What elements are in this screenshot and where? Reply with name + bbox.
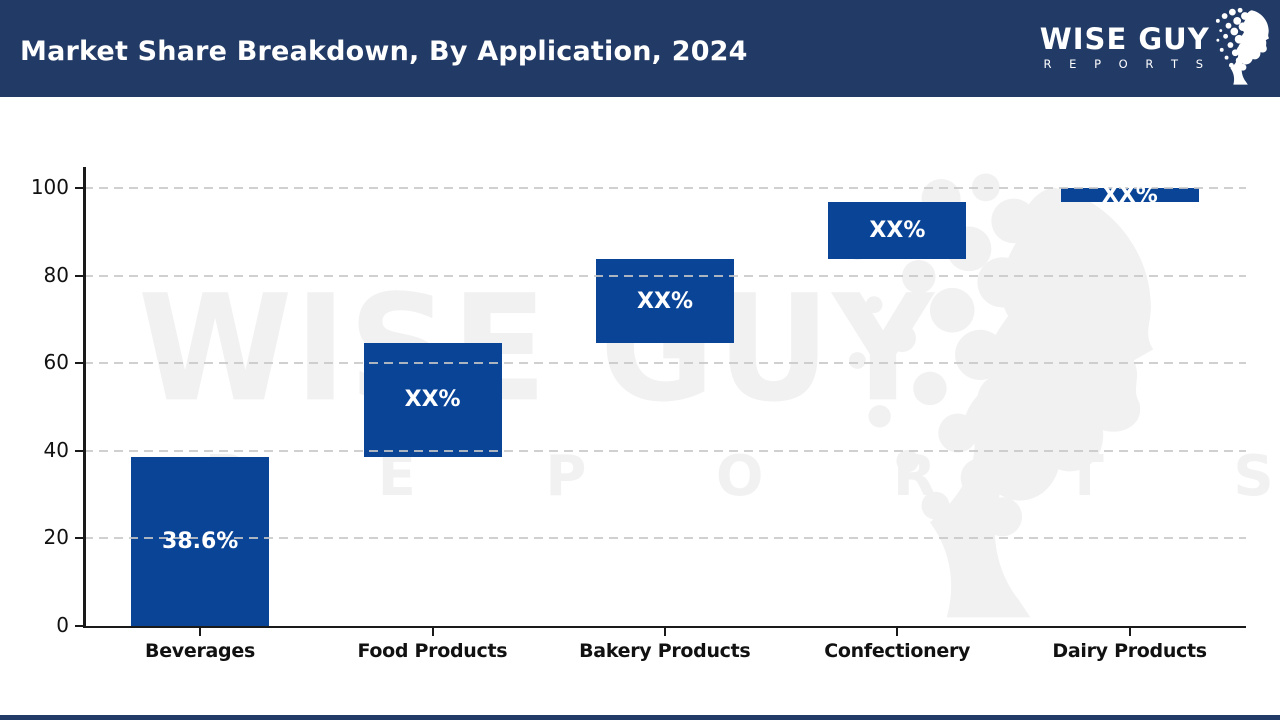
x-axis-label-confectionery: Confectionery	[824, 640, 971, 662]
bar-bakery-products	[596, 258, 734, 344]
y-tick-label-40: 40	[43, 437, 69, 462]
bar-value-label-dairy-products: XX%	[1101, 182, 1158, 208]
footer-bar	[0, 715, 1280, 720]
gridline-40	[84, 449, 1246, 452]
gridline-100	[84, 187, 1246, 189]
bar-value-label-food-products: XX%	[404, 387, 461, 413]
bar-confectionery	[828, 202, 967, 259]
y-axis	[83, 167, 86, 628]
y-tick-label-20: 20	[43, 525, 69, 550]
brand-logo-text: WISE GUY R E P O R T S	[1040, 22, 1211, 71]
y-tick-label-60: 60	[43, 350, 69, 375]
brand-logo: WISE GUY R E P O R T S	[1040, 6, 1273, 86]
logo-subtext: R E P O R T S	[1043, 56, 1210, 71]
logo-wordmark: WISE GUY	[1039, 21, 1210, 56]
y-tick-20	[75, 537, 84, 540]
y-tick-label-80: 80	[43, 262, 69, 287]
y-tick-40	[75, 449, 84, 452]
bar-food-products	[363, 343, 502, 457]
y-tick-label-100: 100	[30, 175, 69, 199]
x-axis-label-dairy-products: Dairy Products	[1052, 640, 1207, 662]
page-title: Market Share Breakdown, By Application, …	[20, 36, 748, 67]
y-tick-100	[75, 187, 84, 189]
y-tick-label-0: 0	[56, 613, 69, 637]
bar-value-label-confectionery: XX%	[869, 217, 926, 243]
gridline-60	[84, 362, 1246, 365]
x-axis-label-food-products: Food Products	[357, 640, 508, 662]
y-tick-60	[75, 362, 84, 365]
x-axis-label-bakery-products: Bakery Products	[579, 640, 751, 662]
header-bar: Market Share Breakdown, By Application, …	[0, 0, 1280, 97]
y-tick-80	[75, 274, 84, 277]
x-tick-food-products	[431, 628, 434, 636]
logo-face-icon	[1214, 6, 1272, 86]
x-axis-label-beverages: Beverages	[145, 640, 255, 662]
bar-value-label-bakery-products: XX%	[637, 288, 693, 314]
y-tick-0	[75, 625, 84, 627]
gridline-80	[84, 274, 1246, 277]
x-tick-confectionery	[896, 628, 899, 636]
x-tick-dairy-products	[1128, 628, 1131, 636]
watermark-wordmark: WISE GUY	[138, 263, 936, 436]
x-axis	[83, 625, 1246, 628]
bar-beverages	[131, 456, 270, 626]
x-tick-bakery-products	[664, 628, 666, 636]
bar-dairy-products	[1060, 188, 1199, 203]
bar-value-label-beverages: 38.6%	[162, 528, 239, 554]
x-tick-beverages	[199, 628, 202, 636]
gridline-20	[84, 537, 1246, 540]
